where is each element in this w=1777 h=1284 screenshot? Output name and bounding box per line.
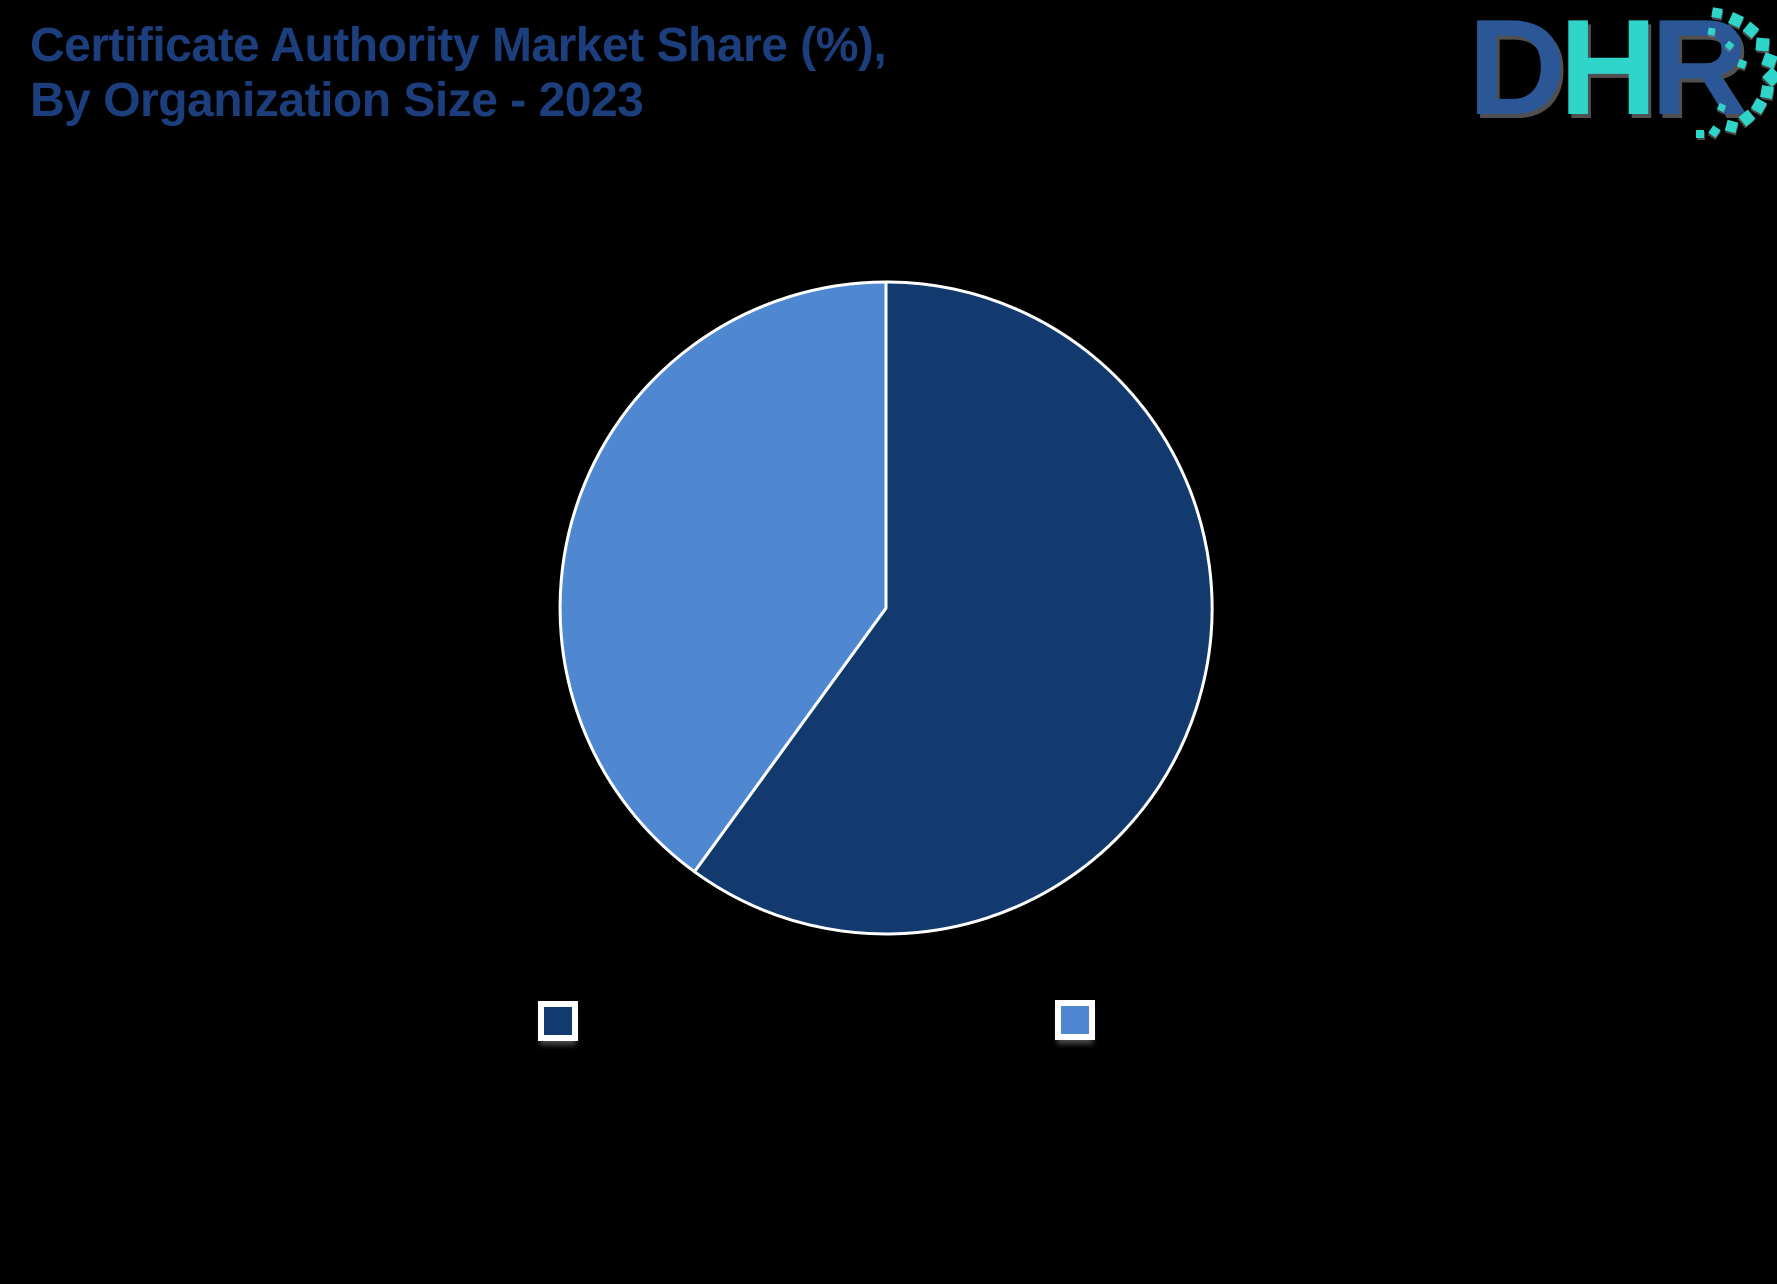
dhr-logo: DHR — [1468, 0, 1777, 138]
legend-swatch-dark — [538, 1001, 578, 1041]
chart-title-line1: Certificate Authority Market Share (%), — [30, 19, 887, 72]
logo-letter-d: D — [1468, 0, 1566, 143]
pie-slice-large-segment — [692, 280, 1214, 936]
logo-letter-h: H — [1559, 0, 1657, 143]
chart-title-line2: By Organization Size - 2023 — [30, 74, 644, 127]
chart-title: Certificate Authority Market Share (%), … — [30, 18, 887, 128]
pie-slice-small-segment — [558, 280, 888, 874]
legend-swatch-light — [1055, 1000, 1095, 1040]
logo-dot-icon — [1696, 130, 1704, 138]
legend-item-1 — [538, 1001, 592, 1041]
legend — [0, 996, 1777, 1046]
dhr-logo-letters: DHR — [1468, 0, 1749, 135]
legend-item-2 — [1055, 1000, 1109, 1040]
